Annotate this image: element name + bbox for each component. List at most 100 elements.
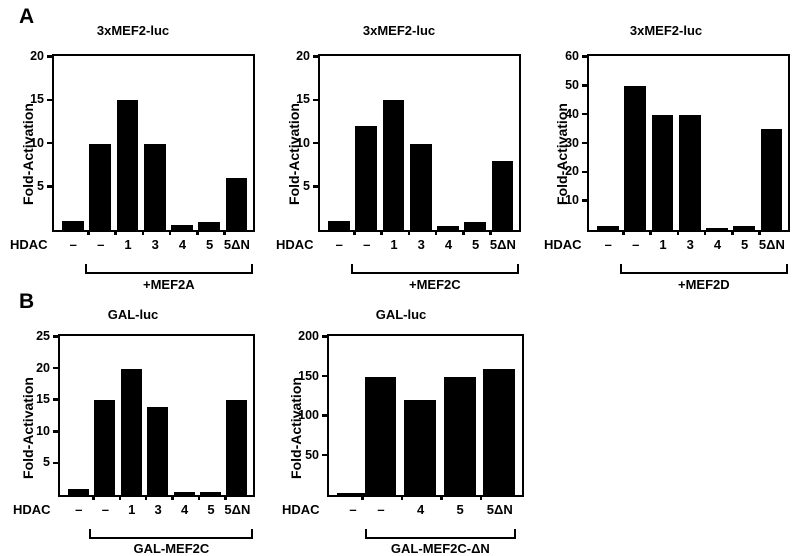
bar — [336, 492, 369, 495]
group-label: GAL-MEF2C — [133, 541, 210, 556]
x-tick-mark — [361, 494, 364, 500]
bar — [173, 491, 195, 495]
bar — [147, 406, 169, 495]
hdac-row-label: HDAC — [544, 237, 582, 252]
x-category-label: 5ΔN — [223, 237, 250, 252]
group-label: +MEF2A — [143, 277, 195, 292]
x-category-label: 4 — [444, 237, 453, 252]
y-tick-mark — [322, 335, 328, 338]
group-bracket — [84, 264, 253, 274]
x-category-label: 5 — [456, 502, 464, 517]
bars-container — [54, 56, 253, 230]
x-tick-mark — [462, 229, 465, 235]
bar — [226, 400, 248, 495]
x-category-label: 3 — [151, 237, 159, 252]
y-tick-label: 20 — [30, 49, 44, 63]
x-category-label: 4 — [713, 237, 722, 252]
x-category-label: 1 — [390, 237, 398, 252]
bars-container — [320, 56, 519, 230]
chart-title: 3xMEF2-luc — [96, 23, 170, 38]
x-category-label: 5 — [741, 237, 749, 252]
bar — [67, 488, 89, 495]
y-tick-mark — [582, 199, 588, 202]
x-category-label: – — [349, 502, 357, 517]
bar — [120, 368, 142, 495]
x-tick-mark — [703, 229, 707, 235]
y-tick-mark — [322, 414, 328, 417]
x-category-label: – — [632, 237, 640, 252]
x-tick-mark — [353, 229, 356, 235]
x-tick-mark — [489, 229, 492, 235]
bar — [89, 143, 112, 230]
group-bracket — [350, 264, 519, 274]
y-tick-label: 5 — [303, 178, 310, 193]
y-tick-label: 60 — [565, 49, 579, 63]
y-tick-label: 100 — [298, 408, 319, 422]
x-category-label: 3 — [154, 502, 162, 517]
bar — [491, 160, 514, 230]
y-tick-label: 20 — [565, 164, 579, 179]
x-tick-mark — [118, 494, 122, 500]
x-tick-mark — [197, 494, 201, 500]
x-tick-mark — [223, 229, 226, 235]
y-tick-label: 15 — [30, 92, 44, 107]
y-tick-mark — [322, 453, 328, 457]
plot-area — [587, 54, 790, 232]
x-category-label: – — [604, 237, 612, 252]
bar — [355, 126, 378, 230]
bar — [409, 143, 432, 230]
x-tick-mark — [224, 494, 227, 500]
x-tick-mark — [407, 229, 411, 235]
plot-area — [318, 54, 521, 232]
y-tick-mark — [53, 398, 59, 401]
x-category-label: 5ΔN — [489, 237, 516, 252]
x-category-label: 5ΔN — [486, 502, 513, 517]
group-label: +MEF2C — [409, 277, 461, 292]
bar — [382, 100, 405, 230]
x-tick-mark — [400, 494, 404, 500]
y-tick-label: 20 — [36, 360, 50, 375]
y-tick-label: 25 — [36, 329, 50, 343]
x-category-label: 5ΔN — [758, 237, 785, 252]
bar — [760, 129, 783, 230]
x-category-label: 4 — [178, 237, 187, 252]
x-tick-mark — [440, 494, 443, 500]
x-category-label: – — [101, 502, 109, 517]
x-tick-mark — [758, 229, 761, 235]
y-tick-label: 10 — [30, 135, 44, 150]
x-category-label: 3 — [686, 237, 694, 252]
bar — [404, 400, 436, 495]
x-tick-mark — [168, 229, 172, 235]
bar — [596, 225, 619, 230]
bar — [483, 368, 516, 495]
chart-title: 3xMEF2-luc — [362, 23, 436, 38]
plot-area — [327, 334, 524, 497]
y-tick-mark — [53, 366, 59, 370]
x-category-label: – — [97, 237, 105, 252]
group-label: GAL-MEF2C-ΔN — [390, 541, 490, 556]
chart-mef2a: 3xMEF2-luc Fold-Activation HDAC +MEF2A 5… — [0, 23, 266, 291]
x-category-label: – — [335, 237, 343, 252]
plot-area — [52, 54, 255, 232]
bar — [171, 224, 193, 230]
y-tick-label: 10 — [36, 423, 50, 438]
x-tick-mark — [434, 229, 438, 235]
chart-title: GAL-luc — [375, 307, 427, 322]
bar — [94, 400, 116, 495]
chart-mef2c: 3xMEF2-luc Fold-Activation HDAC +MEF2C 5… — [266, 23, 532, 291]
x-category-label: 5ΔN — [224, 502, 251, 517]
y-tick-label: 5 — [37, 178, 44, 193]
x-tick-mark — [380, 229, 383, 235]
x-category-label: 5 — [206, 237, 214, 252]
y-tick-mark — [53, 461, 59, 465]
y-tick-label: 50 — [565, 77, 579, 92]
y-tick-label: 10 — [296, 135, 310, 150]
panel-label-b: B — [19, 290, 35, 313]
bar — [116, 100, 139, 230]
group-bracket — [619, 264, 788, 274]
bar — [198, 222, 221, 230]
x-tick-mark — [622, 229, 625, 235]
x-category-label: 5 — [472, 237, 480, 252]
bar — [437, 225, 459, 230]
